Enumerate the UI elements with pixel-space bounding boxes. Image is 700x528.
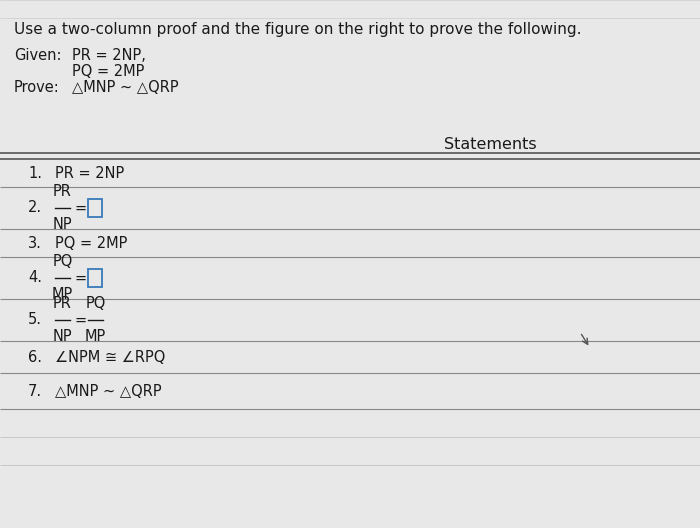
Text: PQ = 2MP: PQ = 2MP	[72, 64, 144, 79]
Text: 3.: 3.	[28, 235, 42, 250]
Text: △MNP ~ △QRP: △MNP ~ △QRP	[72, 80, 178, 95]
Text: =: =	[74, 313, 86, 327]
Text: MP: MP	[52, 287, 73, 302]
Text: Use a two-column proof and the figure on the right to prove the following.: Use a two-column proof and the figure on…	[14, 22, 582, 37]
Text: 4.: 4.	[28, 270, 42, 286]
Text: MP: MP	[85, 329, 106, 344]
Text: 5.: 5.	[28, 313, 42, 327]
Text: 2.: 2.	[28, 201, 42, 215]
Text: NP: NP	[52, 329, 72, 344]
Bar	[88, 269, 102, 287]
Text: =: =	[74, 201, 86, 215]
Text: PR: PR	[53, 184, 72, 199]
Text: PR = 2NP,: PR = 2NP,	[72, 48, 146, 63]
Text: NP: NP	[52, 217, 72, 232]
Text: PR: PR	[53, 296, 72, 311]
Text: ∠NPM ≅ ∠RPQ: ∠NPM ≅ ∠RPQ	[55, 350, 165, 364]
Text: PQ: PQ	[52, 254, 73, 269]
Text: =: =	[74, 270, 86, 286]
Text: Given:: Given:	[14, 48, 62, 63]
Text: 6.: 6.	[28, 350, 42, 364]
Text: PR = 2NP: PR = 2NP	[55, 165, 125, 181]
Bar	[88, 199, 102, 217]
Text: Statements: Statements	[444, 137, 536, 152]
Text: Prove:: Prove:	[14, 80, 60, 95]
Text: PQ = 2MP: PQ = 2MP	[55, 235, 127, 250]
Text: △MNP ~ △QRP: △MNP ~ △QRP	[55, 383, 162, 399]
Text: PQ: PQ	[85, 296, 106, 311]
Text: 1.: 1.	[28, 165, 42, 181]
Text: 7.: 7.	[28, 383, 42, 399]
